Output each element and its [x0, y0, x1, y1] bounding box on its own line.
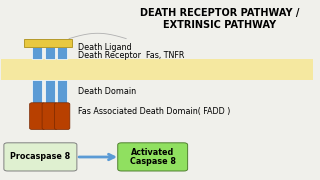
FancyBboxPatch shape: [4, 143, 77, 171]
Bar: [32, 47, 42, 59]
Text: Caspase 8: Caspase 8: [130, 157, 176, 166]
Text: Death Ligand: Death Ligand: [78, 43, 132, 52]
Text: EXTRINSIC PATHWAY: EXTRINSIC PATHWAY: [163, 20, 276, 30]
FancyBboxPatch shape: [42, 103, 57, 130]
Bar: [57, 47, 67, 59]
Bar: [1, 59, 313, 80]
FancyBboxPatch shape: [55, 103, 70, 130]
FancyBboxPatch shape: [30, 103, 45, 130]
Text: Death Domain: Death Domain: [78, 87, 136, 96]
Bar: [57, 80, 67, 104]
Text: Activated: Activated: [131, 148, 174, 157]
FancyBboxPatch shape: [118, 143, 188, 171]
Text: Death Receptor  Fas, TNFR: Death Receptor Fas, TNFR: [78, 51, 184, 60]
Bar: [24, 39, 72, 47]
Bar: [45, 47, 55, 59]
Text: DEATH RECEPTOR PATHWAY /: DEATH RECEPTOR PATHWAY /: [140, 8, 300, 18]
Text: Fas Associated Death Domain( FADD ): Fas Associated Death Domain( FADD ): [78, 107, 230, 116]
Bar: [32, 80, 42, 104]
Bar: [45, 80, 55, 104]
Text: Procaspase 8: Procaspase 8: [10, 152, 70, 161]
